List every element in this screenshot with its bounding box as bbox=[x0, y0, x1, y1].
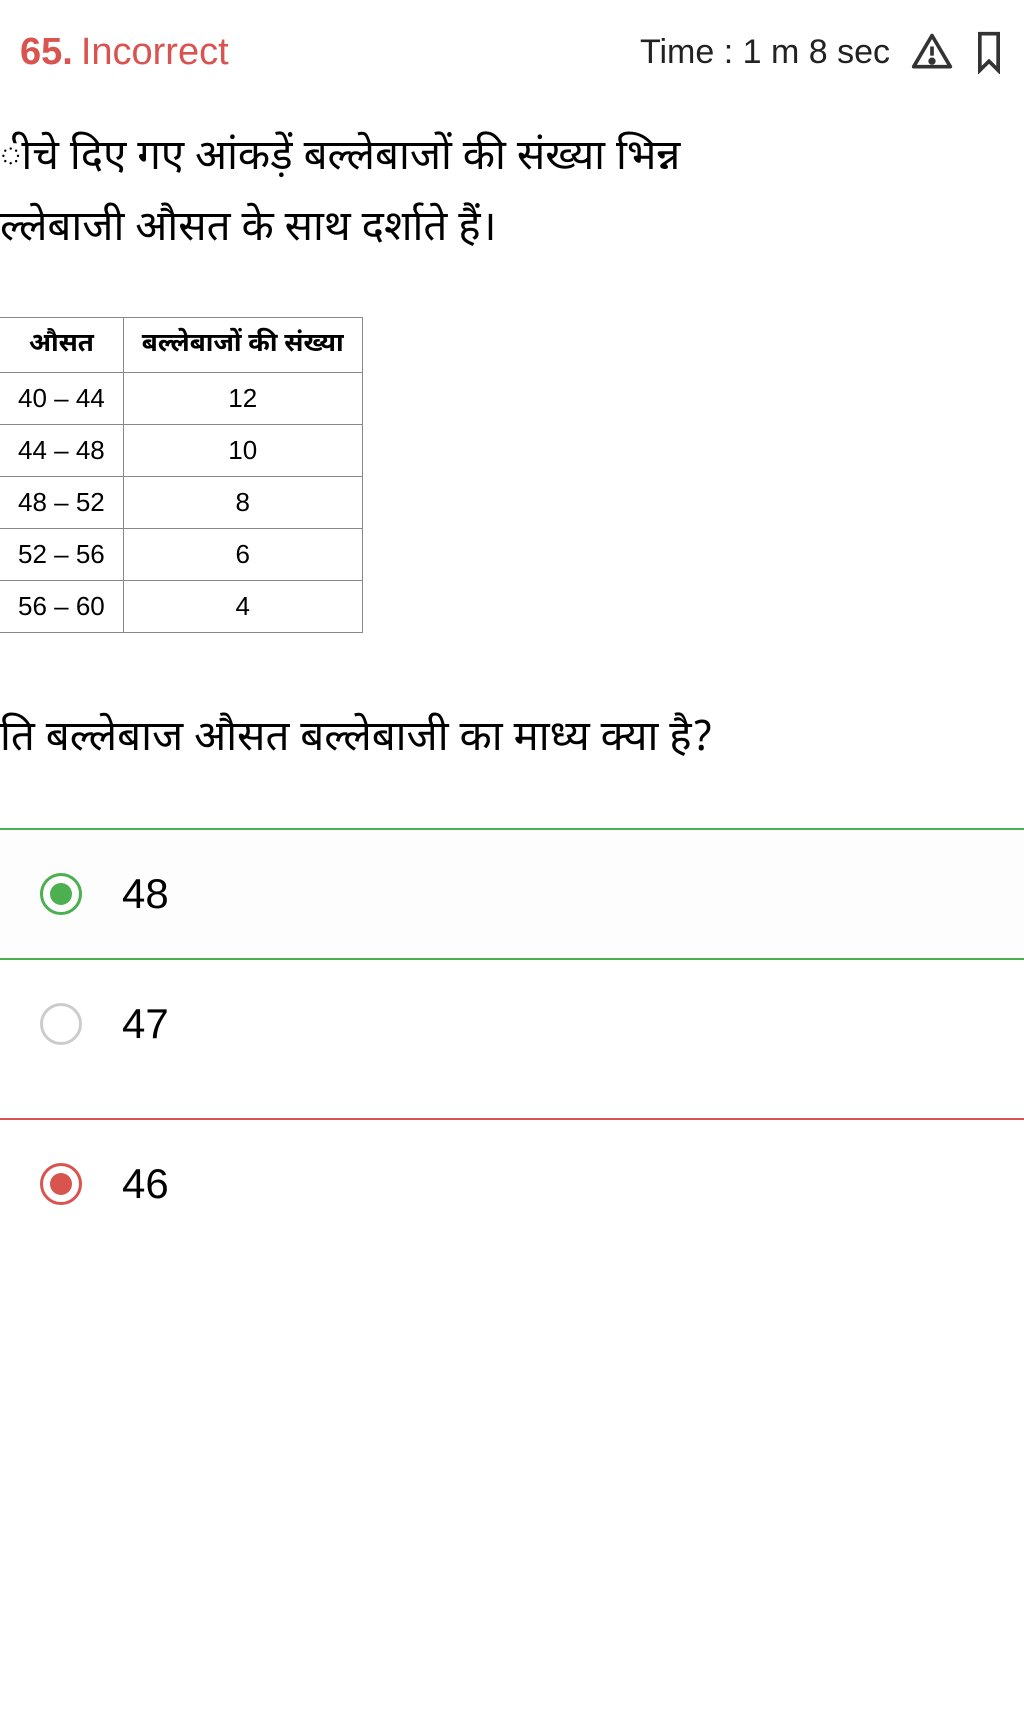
warning-icon[interactable] bbox=[910, 30, 954, 74]
cell-count: 8 bbox=[123, 476, 362, 528]
table-row: 44 – 48 10 bbox=[0, 424, 362, 476]
table-row: 56 – 60 4 bbox=[0, 580, 362, 632]
radio-unselected-icon bbox=[40, 1003, 82, 1045]
radio-correct-answer-icon bbox=[40, 1163, 82, 1205]
data-table: औसत बल्लेबाजों की संख्या 40 – 44 12 44 –… bbox=[0, 317, 363, 633]
col-header-average: औसत bbox=[0, 317, 123, 372]
radio-selected-icon bbox=[40, 873, 82, 915]
cell-range: 48 – 52 bbox=[0, 476, 123, 528]
cell-range: 40 – 44 bbox=[0, 372, 123, 424]
question-ask: ति बल्लेबाज औसत बल्लेबाजी का माध्य क्या … bbox=[0, 683, 1024, 828]
question-header: 65. Incorrect Time : 1 m 8 sec bbox=[0, 20, 1024, 104]
question-number: 65. bbox=[20, 31, 73, 74]
option-label: 47 bbox=[122, 1000, 169, 1048]
cell-count: 6 bbox=[123, 528, 362, 580]
cell-count: 12 bbox=[123, 372, 362, 424]
table-header-row: औसत बल्लेबाजों की संख्या bbox=[0, 317, 362, 372]
table-row: 48 – 52 8 bbox=[0, 476, 362, 528]
option-label: 46 bbox=[122, 1160, 169, 1208]
bookmark-icon[interactable] bbox=[974, 30, 1004, 74]
cell-range: 44 – 48 bbox=[0, 424, 123, 476]
cell-range: 52 – 56 bbox=[0, 528, 123, 580]
option-2[interactable]: 47 bbox=[0, 960, 1024, 1088]
question-number-status: 65. Incorrect bbox=[20, 31, 229, 74]
cell-range: 56 – 60 bbox=[0, 580, 123, 632]
time-group: Time : 1 m 8 sec bbox=[640, 30, 1004, 74]
option-1[interactable]: 48 bbox=[0, 828, 1024, 960]
option-3[interactable]: 46 bbox=[0, 1118, 1024, 1248]
cell-count: 4 bbox=[123, 580, 362, 632]
cell-count: 10 bbox=[123, 424, 362, 476]
table-row: 52 – 56 6 bbox=[0, 528, 362, 580]
question-line-2: ल्लेबाजी औसत के साथ दर्शाते हैं। bbox=[0, 195, 1024, 266]
table-row: 40 – 44 12 bbox=[0, 372, 362, 424]
question-line-1: ीचे दिए गए आंकड़ें बल्लेबाजों की संख्या … bbox=[0, 124, 1024, 195]
option-label: 48 bbox=[122, 870, 169, 918]
time-label: Time : 1 m 8 sec bbox=[640, 33, 890, 72]
question-text: ीचे दिए गए आंकड़ें बल्लेबाजों की संख्या … bbox=[0, 104, 1024, 317]
col-header-count: बल्लेबाजों की संख्या bbox=[123, 317, 362, 372]
question-status: Incorrect bbox=[81, 31, 229, 74]
